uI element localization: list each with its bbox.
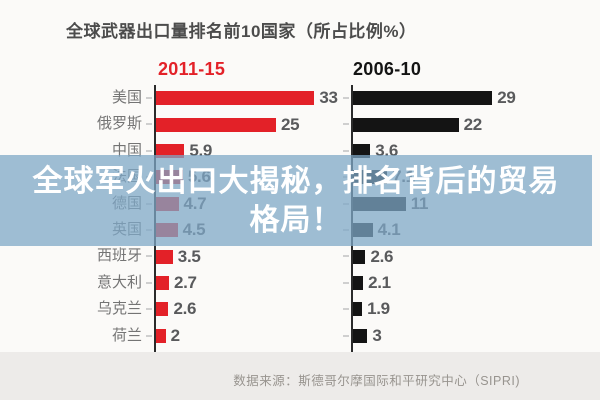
country-label: 西班牙 bbox=[96, 247, 142, 265]
axis-tick bbox=[343, 149, 349, 152]
axis-tick bbox=[146, 255, 152, 258]
bar-value: 3 bbox=[372, 325, 382, 345]
axis-tick bbox=[343, 281, 349, 284]
country-label: 美国 bbox=[111, 89, 142, 106]
bar-2006-10 bbox=[353, 91, 493, 106]
bar-group-2011-15: 2.6 bbox=[156, 296, 196, 322]
axis-tick bbox=[146, 97, 152, 99]
bar-2006-10 bbox=[353, 143, 371, 158]
axis-tick bbox=[343, 308, 349, 311]
table-row: 西班牙 3.5 2.6 bbox=[0, 243, 600, 269]
bar-value: 2.6 bbox=[370, 246, 394, 266]
bar-2011-15 bbox=[156, 328, 166, 343]
chart-title: 全球武器出口量排名前10国家（所占比例%） bbox=[66, 22, 417, 41]
bar-2011-15 bbox=[156, 249, 173, 264]
axis-tick bbox=[146, 149, 152, 152]
bar-group-2006-10: 2.6 bbox=[353, 243, 393, 269]
bar-2011-15 bbox=[156, 143, 185, 158]
country-label: 乌克兰 bbox=[96, 300, 142, 318]
bar-group-2011-15: 2.7 bbox=[156, 270, 197, 296]
bar-value: 29 bbox=[497, 88, 516, 108]
bar-2006-10 bbox=[353, 249, 366, 264]
bar-value: 25 bbox=[281, 114, 300, 134]
bar-value: 3.5 bbox=[177, 246, 201, 266]
bar-group-2006-10: 1.9 bbox=[353, 296, 390, 322]
bar-2006-10 bbox=[353, 302, 363, 317]
bar-value: 2.6 bbox=[173, 299, 197, 319]
axis-tick bbox=[343, 255, 349, 258]
table-row: 美国 33 29 bbox=[0, 85, 600, 111]
table-row: 乌克兰 2.6 1.9 bbox=[0, 296, 600, 322]
bar-2006-10 bbox=[353, 328, 368, 343]
bar-group-2006-10: 2.1 bbox=[353, 270, 391, 296]
axis-tick bbox=[146, 334, 152, 337]
bar-group-2011-15: 3.5 bbox=[156, 243, 201, 269]
bar-value: 22 bbox=[463, 114, 483, 134]
axis-tick bbox=[343, 334, 349, 337]
bar-group-2006-10: 3 bbox=[353, 323, 382, 349]
country-label: 中国 bbox=[111, 141, 142, 159]
bar-2011-15 bbox=[156, 275, 169, 290]
bar-group-2006-10: 29 bbox=[353, 85, 516, 111]
bar-group-2011-15: 25 bbox=[156, 111, 300, 137]
headline-line-2: 格局！ bbox=[249, 203, 343, 237]
bar-2011-15 bbox=[156, 91, 315, 106]
bar-group-2011-15: 2 bbox=[156, 323, 180, 349]
series-header-2006-10: 2006-10 bbox=[353, 59, 422, 79]
axis-tick bbox=[343, 97, 349, 99]
bar-2006-10 bbox=[353, 275, 364, 290]
table-row: 荷兰 2 3 bbox=[0, 323, 600, 349]
bar-value: 1.9 bbox=[367, 299, 390, 319]
table-row: 俄罗斯 25 22 bbox=[0, 111, 600, 137]
bar-2011-15 bbox=[156, 302, 169, 317]
bar-value: 2.7 bbox=[173, 272, 197, 292]
headline-overlay-banner: 全球军火出口大揭秘，排名背后的贸易 格局！ bbox=[0, 155, 592, 246]
country-label: 意大利 bbox=[96, 273, 142, 291]
bar-2006-10 bbox=[353, 117, 459, 132]
bar-value: 2.1 bbox=[368, 272, 391, 292]
footer-strip: 数据来源：斯德哥尔摩国际和平研究中心（SIPRI) bbox=[0, 352, 600, 400]
bar-group-2006-10: 22 bbox=[353, 111, 482, 137]
country-label: 荷兰 bbox=[111, 326, 142, 344]
axis-tick bbox=[146, 123, 152, 126]
axis-tick bbox=[146, 281, 152, 284]
bar-value: 2 bbox=[170, 325, 180, 345]
table-row: 意大利 2.7 2.1 bbox=[0, 270, 600, 296]
axis-tick bbox=[146, 308, 152, 311]
axis-tick bbox=[343, 123, 349, 126]
bar-group-2011-15: 33 bbox=[156, 85, 338, 111]
country-label: 俄罗斯 bbox=[96, 115, 142, 133]
headline-line-1: 全球军火出口大揭秘，排名背后的贸易 bbox=[32, 164, 560, 198]
bar-2011-15 bbox=[156, 117, 276, 132]
series-header-2011-15: 2011-15 bbox=[158, 59, 226, 79]
bar-value: 33 bbox=[319, 88, 338, 108]
data-source-note: 数据来源：斯德哥尔摩国际和平研究中心（SIPRI) bbox=[233, 374, 520, 388]
